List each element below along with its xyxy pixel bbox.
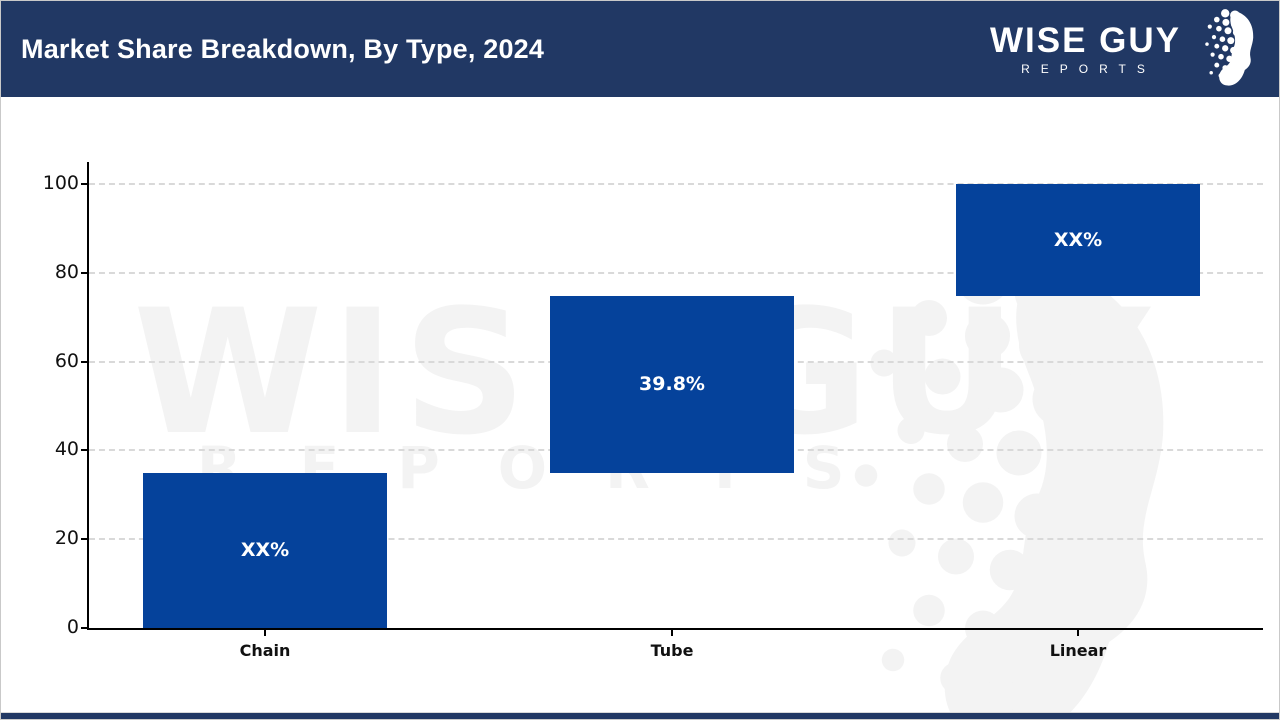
gridline-20 bbox=[89, 538, 1263, 541]
chart-title: Market Share Breakdown, By Type, 2024 bbox=[21, 33, 545, 64]
y-tick-mark-100 bbox=[81, 183, 88, 185]
footer-bar bbox=[1, 712, 1279, 719]
bar-tube: 39.8% bbox=[550, 295, 794, 473]
x-tick-label-linear: Linear bbox=[1049, 641, 1107, 660]
y-tick-label-80: 80 bbox=[54, 260, 79, 283]
bar-chain: XX% bbox=[143, 472, 387, 628]
x-tick-mark-tube bbox=[671, 630, 673, 636]
logo-subtitle: REPORTS bbox=[1021, 61, 1156, 76]
y-tick-label-0: 0 bbox=[66, 616, 79, 638]
header-bar: Market Share Breakdown, By Type, 2024 WI… bbox=[1, 1, 1279, 97]
chart-area: WISE GUY REPORTS 020406080100XX%Chain39.… bbox=[1, 97, 1279, 719]
y-tick-mark-40 bbox=[81, 449, 88, 452]
bar-linear: XX% bbox=[956, 184, 1200, 296]
x-axis-spine bbox=[87, 628, 1263, 630]
gridline-80 bbox=[89, 271, 1263, 274]
x-tick-label-chain: Chain bbox=[239, 641, 291, 660]
logo-text: WISE GUY REPORTS bbox=[990, 23, 1181, 76]
y-tick-label-60: 60 bbox=[54, 349, 79, 372]
y-tick-label-40: 40 bbox=[54, 438, 79, 461]
y-tick-label-100: 100 bbox=[42, 172, 79, 194]
gridline-100 bbox=[89, 183, 1263, 185]
wise-guy-reports-logo: WISE GUY REPORTS bbox=[990, 7, 1265, 91]
y-tick-mark-60 bbox=[81, 360, 88, 363]
bar-value-label-chain: XX% bbox=[240, 539, 290, 562]
dotted-face-icon bbox=[1177, 7, 1265, 91]
y-tick-label-20: 20 bbox=[54, 527, 79, 550]
logo-wordmark: WISE GUY bbox=[989, 20, 1181, 60]
bar-value-label-tube: 39.8% bbox=[639, 373, 705, 396]
y-tick-mark-20 bbox=[81, 538, 88, 541]
watermark-face-icon bbox=[731, 227, 1181, 719]
x-tick-label-tube: Tube bbox=[650, 641, 694, 660]
y-tick-mark-0 bbox=[81, 627, 88, 629]
bar-value-label-linear: XX% bbox=[1053, 228, 1103, 251]
y-tick-mark-80 bbox=[81, 271, 88, 274]
x-tick-mark-chain bbox=[264, 630, 266, 636]
y-axis-spine bbox=[87, 161, 89, 630]
x-tick-mark-linear bbox=[1077, 630, 1079, 636]
